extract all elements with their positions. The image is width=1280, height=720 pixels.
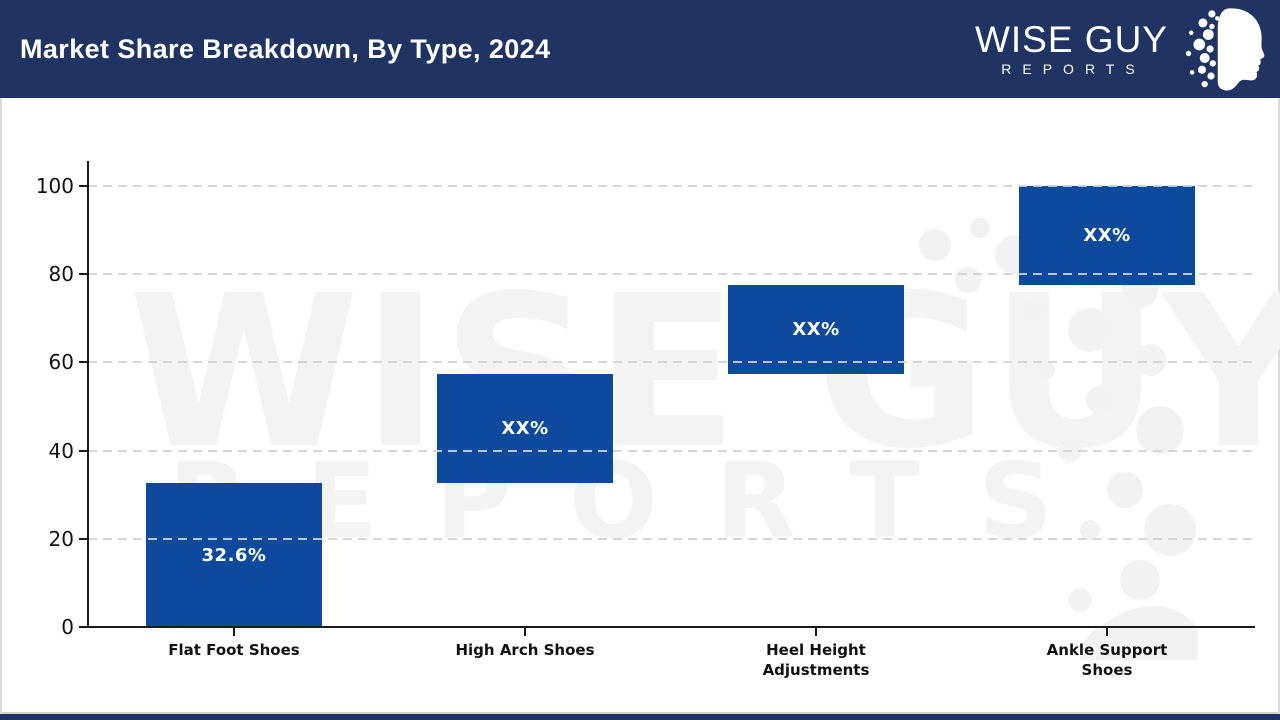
y-tick-label-20: 20 (48, 527, 74, 551)
brand-face-icon (1185, 8, 1265, 91)
x-tick-mark-4 (1106, 628, 1108, 636)
x-tick-mark-2 (524, 628, 526, 636)
page-border-frame (0, 98, 1280, 714)
x-category-label-3: Heel Height Adjustments (762, 641, 870, 679)
footer-bar (0, 714, 1280, 720)
gridline-100 (88, 185, 1253, 187)
bar-value-label: 32.6% (201, 544, 267, 566)
y-tick-mark-80 (79, 273, 87, 275)
y-tick-label-0: 0 (61, 615, 74, 639)
y-tick-label-60: 60 (48, 350, 74, 374)
x-category-label-4: Ankle Support Shoes (1046, 641, 1168, 679)
bar-flat-foot-shoes: 32.6% (146, 483, 322, 627)
brand-logo: WISE GUY REPORTS (975, 0, 1266, 98)
brand-logo-text: WISE GUY REPORTS (974, 19, 1168, 78)
x-tick-mark-3 (815, 628, 817, 636)
brand-subtitle: REPORTS (1001, 61, 1146, 77)
y-tick-label-80: 80 (48, 262, 74, 286)
y-tick-label-100: 100 (35, 174, 74, 198)
brand-name: WISE GUY (974, 19, 1168, 60)
header-bar: Market Share Breakdown, By Type, 2024 WI… (0, 0, 1280, 98)
x-tick-mark-1 (233, 628, 235, 636)
watermark-text-top: WISE GUY (128, 250, 1280, 495)
y-tick-mark-100 (79, 185, 87, 187)
x-category-label-1: Flat Foot Shoes (168, 641, 300, 659)
y-axis-line (87, 161, 89, 628)
y-tick-mark-40 (79, 450, 87, 452)
bar-heel-height-adjustments: XX% (728, 285, 904, 374)
y-tick-mark-20 (79, 538, 87, 540)
page-title: Market Share Breakdown, By Type, 2024 (20, 33, 551, 64)
gridline-60 (88, 361, 1253, 363)
y-tick-mark-0 (79, 626, 87, 628)
bar-value-label: XX% (792, 319, 840, 340)
y-tick-label-40: 40 (48, 439, 74, 463)
bar-value-label: XX% (501, 418, 549, 439)
gridline-80 (88, 273, 1253, 275)
bar-high-arch-shoes: XX% (437, 374, 613, 483)
bar-value-label: XX% (1083, 225, 1131, 246)
bar-ankle-support-shoes: XX% (1019, 186, 1195, 285)
gridline-40 (88, 450, 1253, 452)
x-category-label-2: High Arch Shoes (455, 641, 595, 659)
y-tick-mark-60 (79, 361, 87, 363)
gridline-20 (88, 538, 1253, 540)
x-axis-line (87, 626, 1255, 628)
